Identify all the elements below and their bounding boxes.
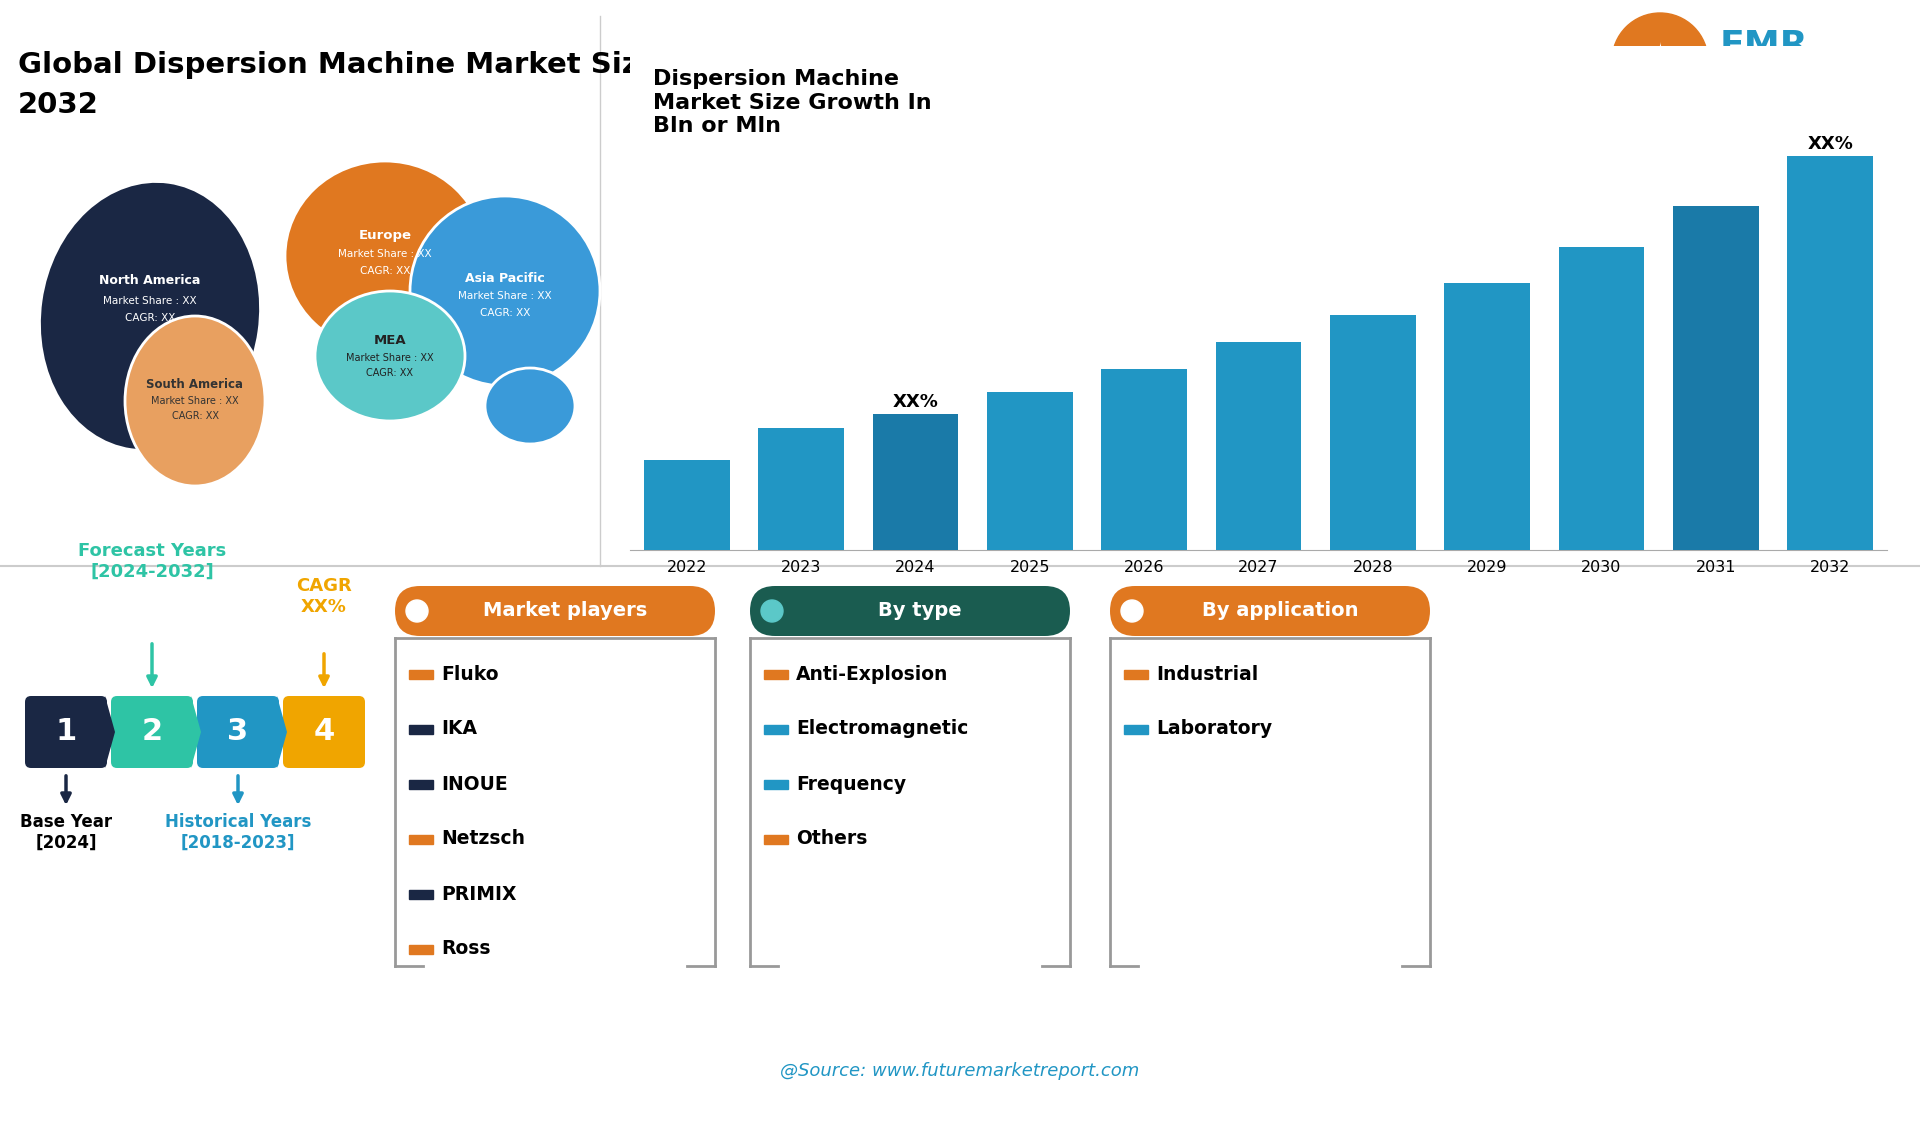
Text: 4: 4	[313, 717, 334, 746]
Text: Europe: Europe	[359, 229, 411, 243]
Text: 2032: 2032	[17, 91, 98, 119]
Ellipse shape	[486, 368, 574, 444]
FancyBboxPatch shape	[751, 586, 1069, 636]
Bar	[764, 780, 787, 788]
Bar	[1331, 315, 1415, 550]
Bar	[987, 392, 1073, 550]
Text: Market players: Market players	[482, 602, 647, 620]
Text: PRIMIX: PRIMIX	[442, 885, 516, 903]
Bar	[1123, 670, 1148, 678]
Text: Market Share : XX: Market Share : XX	[459, 291, 551, 301]
Text: 2: 2	[142, 717, 163, 746]
Bar	[764, 670, 787, 678]
Bar	[409, 670, 434, 678]
Text: CAGR: XX: CAGR: XX	[125, 313, 175, 323]
Bar	[1123, 725, 1148, 733]
Text: CAGR: XX: CAGR: XX	[367, 368, 413, 378]
Bar	[409, 835, 434, 843]
Ellipse shape	[411, 196, 599, 386]
Text: Market Share : XX: Market Share : XX	[152, 397, 238, 406]
Text: CAGR: XX: CAGR: XX	[171, 411, 219, 421]
Polygon shape	[276, 696, 286, 768]
Circle shape	[405, 601, 428, 622]
Text: XX%: XX%	[1807, 134, 1853, 152]
Text: Laboratory: Laboratory	[1156, 720, 1273, 738]
Text: XX%: XX%	[893, 393, 939, 410]
Ellipse shape	[315, 291, 465, 421]
Text: FMR: FMR	[1720, 29, 1809, 63]
Polygon shape	[106, 696, 115, 768]
Circle shape	[1613, 13, 1709, 109]
Text: CAGR
XX%: CAGR XX%	[296, 578, 351, 617]
Bar	[1215, 342, 1302, 550]
Bar	[874, 414, 958, 550]
Text: 1: 1	[56, 717, 77, 746]
Bar	[764, 835, 787, 843]
Bar	[758, 427, 845, 550]
FancyBboxPatch shape	[111, 696, 194, 768]
Polygon shape	[190, 696, 202, 768]
Text: Market Share : XX: Market Share : XX	[338, 249, 432, 259]
Text: Market Share : XX: Market Share : XX	[346, 353, 434, 363]
Text: Anti-Explosion: Anti-Explosion	[797, 665, 948, 683]
Text: Market Share : XX: Market Share : XX	[104, 296, 198, 306]
Ellipse shape	[284, 160, 486, 351]
Text: By type: By type	[877, 602, 962, 620]
Text: @Source: www.futuremarketreport.com: @Source: www.futuremarketreport.com	[780, 1062, 1140, 1080]
Text: Frequency: Frequency	[797, 775, 906, 793]
Text: CAGR: XX: CAGR: XX	[480, 308, 530, 317]
Text: Global Dispersion Machine Market Size and Growth | CAGR Forecast 2024-: Global Dispersion Machine Market Size an…	[17, 52, 1235, 80]
Text: Others: Others	[797, 830, 868, 848]
Text: Electromagnetic: Electromagnetic	[797, 720, 968, 738]
Circle shape	[760, 601, 783, 622]
Text: ✦: ✦	[1644, 40, 1678, 83]
Text: Base Year
[2024]: Base Year [2024]	[19, 813, 111, 851]
Text: Ross: Ross	[442, 940, 490, 958]
FancyBboxPatch shape	[25, 696, 108, 768]
Text: INOUE: INOUE	[442, 775, 507, 793]
Bar	[409, 725, 434, 733]
Text: Industrial: Industrial	[1156, 665, 1258, 683]
Bar	[409, 945, 434, 953]
Bar	[1788, 156, 1874, 550]
Ellipse shape	[125, 316, 265, 486]
Bar	[1444, 283, 1530, 550]
FancyBboxPatch shape	[396, 586, 714, 636]
Text: By application: By application	[1202, 602, 1357, 620]
Text: Asia Pacific: Asia Pacific	[465, 272, 545, 284]
Text: Forecast Years
[2024-2032]: Forecast Years [2024-2032]	[79, 542, 227, 581]
Bar	[409, 890, 434, 898]
FancyBboxPatch shape	[1110, 586, 1430, 636]
Bar	[764, 725, 787, 733]
Text: Fluko: Fluko	[442, 665, 499, 683]
Text: Netzsch: Netzsch	[442, 830, 524, 848]
Text: South America: South America	[146, 377, 244, 391]
FancyBboxPatch shape	[198, 696, 278, 768]
Bar	[1672, 206, 1759, 550]
FancyBboxPatch shape	[282, 696, 365, 768]
Text: MEA: MEA	[374, 335, 407, 347]
Text: 3: 3	[227, 717, 248, 746]
Text: North America: North America	[100, 275, 202, 288]
Bar	[1102, 369, 1187, 550]
Bar	[409, 780, 434, 788]
Circle shape	[1121, 601, 1142, 622]
Ellipse shape	[40, 181, 261, 450]
Text: IKA: IKA	[442, 720, 476, 738]
Text: Historical Years
[2018-2023]: Historical Years [2018-2023]	[165, 813, 311, 851]
Bar	[1559, 246, 1644, 550]
Text: Dispersion Machine
Market Size Growth In
Bln or Mln: Dispersion Machine Market Size Growth In…	[653, 70, 931, 136]
Text: FUTURE MARKET REPORT: FUTURE MARKET REPORT	[1718, 66, 1866, 79]
Bar	[643, 460, 730, 550]
Text: CAGR: XX: CAGR: XX	[359, 266, 411, 276]
